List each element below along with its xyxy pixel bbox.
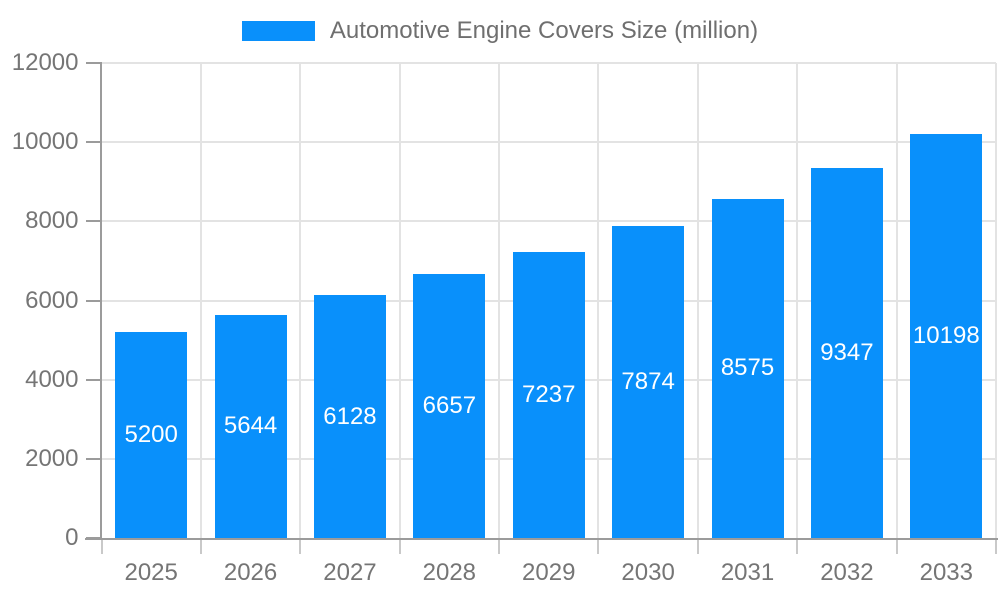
- vertical-gridline: [299, 63, 302, 538]
- bar-2028: [413, 274, 486, 538]
- x-axis-tick: [895, 538, 898, 554]
- horizontal-gridline: [101, 220, 996, 223]
- y-axis-line: [99, 63, 102, 540]
- legend-item[interactable]: Automotive Engine Covers Size (million): [0, 17, 1000, 45]
- y-axis-tick: [85, 299, 102, 302]
- x-axis-category-label: 2029: [522, 559, 576, 586]
- bar-value-label: 10198: [912, 322, 980, 350]
- bar-value-label: 6657: [422, 392, 477, 420]
- y-axis-tick-label: 10000: [11, 128, 79, 156]
- bar-value-label: 8575: [720, 354, 775, 382]
- x-axis-tick: [498, 538, 501, 554]
- y-axis-tick-label: 4000: [25, 365, 79, 393]
- x-axis-tick: [199, 538, 202, 554]
- vertical-gridline: [796, 63, 799, 538]
- vertical-gridline: [895, 63, 898, 538]
- x-axis-category-label: 2031: [720, 559, 775, 586]
- bar-value-label: 5200: [124, 421, 178, 449]
- vertical-gridline: [696, 63, 699, 538]
- y-axis-tick: [85, 141, 102, 144]
- x-axis-tick: [696, 538, 699, 554]
- legend-label: Automotive Engine Covers Size (million): [329, 17, 759, 44]
- bar-2031: [711, 198, 784, 538]
- x-axis-category-label: 2026: [223, 559, 278, 586]
- bar-value-label: 9347: [820, 339, 874, 366]
- x-axis-tick: [995, 538, 997, 554]
- x-axis-tick: [398, 538, 401, 554]
- x-axis-category-label: 2027: [323, 559, 377, 586]
- bar-2025: [115, 332, 188, 538]
- y-axis-tick-label: 8000: [25, 207, 79, 235]
- y-axis-tick: [85, 62, 102, 64]
- y-axis-tick: [85, 378, 102, 381]
- bar-2029: [512, 251, 585, 538]
- vertical-gridline: [398, 63, 401, 538]
- vertical-gridline: [995, 63, 997, 538]
- x-axis-category-label: 2025: [124, 559, 178, 586]
- vertical-gridline: [199, 63, 202, 538]
- vertical-gridline: [498, 63, 501, 538]
- y-axis-tick-label: 2000: [25, 444, 79, 472]
- bar-2033: [910, 134, 983, 538]
- bar-2032: [810, 168, 883, 538]
- x-axis-tick: [597, 538, 600, 554]
- x-axis-tick: [299, 538, 302, 554]
- bar-value-label: 7237: [522, 380, 576, 408]
- x-axis-category-label: 2033: [919, 559, 973, 586]
- x-axis-category-label: 2032: [820, 559, 874, 586]
- legend-swatch: [241, 21, 315, 41]
- horizontal-gridline: [101, 62, 996, 64]
- y-axis-tick: [85, 457, 102, 460]
- vertical-gridline: [597, 63, 600, 538]
- x-axis-tick: [796, 538, 799, 554]
- x-axis-category-label: 2028: [422, 559, 477, 586]
- bar-value-label: 7874: [621, 368, 675, 396]
- x-axis-tick: [100, 538, 103, 554]
- horizontal-gridline: [101, 141, 996, 144]
- bar-2026: [214, 314, 287, 538]
- x-axis-line: [84, 538, 998, 540]
- bar-value-label: 5644: [223, 412, 278, 440]
- y-axis-tick-label: 12000: [11, 49, 79, 76]
- bar-2027: [313, 295, 386, 538]
- y-axis-tick-label: 6000: [25, 286, 79, 314]
- bar-2030: [612, 226, 685, 538]
- y-axis-tick-label: 0: [65, 524, 79, 551]
- x-axis-category-label: 2030: [621, 559, 675, 586]
- y-axis-tick: [85, 220, 102, 223]
- bar-value-label: 6128: [323, 402, 377, 430]
